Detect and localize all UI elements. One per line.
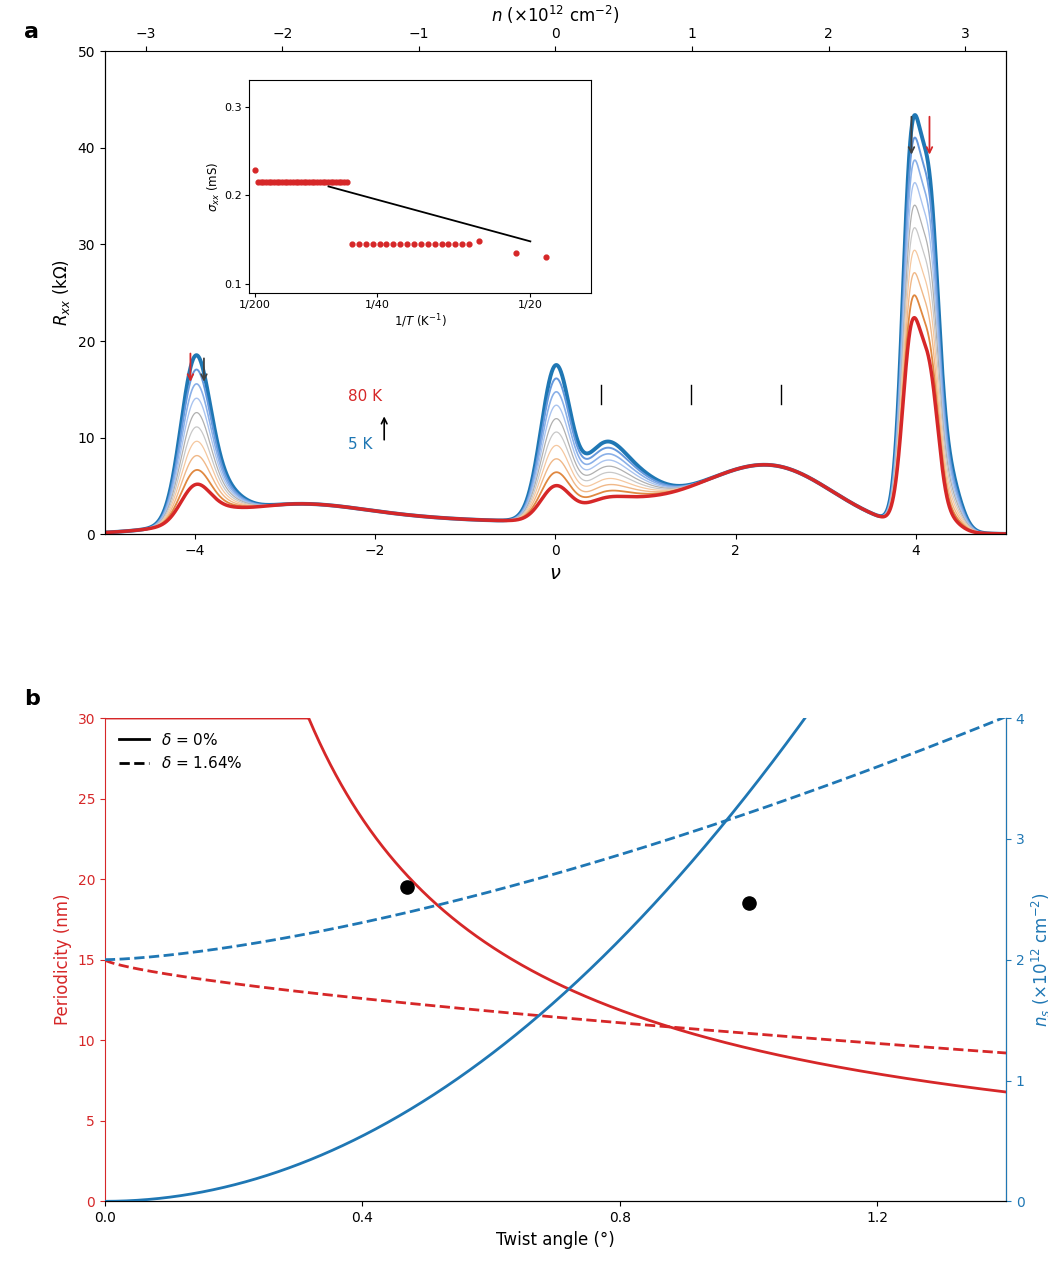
Text: a: a xyxy=(24,22,39,42)
Y-axis label: Periodicity (nm): Periodicity (nm) xyxy=(53,893,72,1025)
X-axis label: $n$ ($\times$10$^{12}$ cm$^{-2}$): $n$ ($\times$10$^{12}$ cm$^{-2}$) xyxy=(492,4,619,26)
Legend: $\delta$ = 0%, $\delta$ = 1.64%: $\delta$ = 0%, $\delta$ = 1.64% xyxy=(112,726,249,777)
Y-axis label: $R_{xx}$ (k$\Omega$): $R_{xx}$ (k$\Omega$) xyxy=(51,259,72,326)
X-axis label: $\nu$: $\nu$ xyxy=(549,564,562,583)
Text: 5 K: 5 K xyxy=(348,437,373,452)
Point xyxy=(399,877,416,897)
Text: b: b xyxy=(24,689,40,709)
Y-axis label: $n_s$ ($\times$10$^{12}$ cm$^{-2}$): $n_s$ ($\times$10$^{12}$ cm$^{-2}$) xyxy=(1030,892,1048,1028)
Text: 80 K: 80 K xyxy=(348,389,383,404)
Point xyxy=(740,893,757,914)
X-axis label: Twist angle (°): Twist angle (°) xyxy=(496,1231,615,1249)
